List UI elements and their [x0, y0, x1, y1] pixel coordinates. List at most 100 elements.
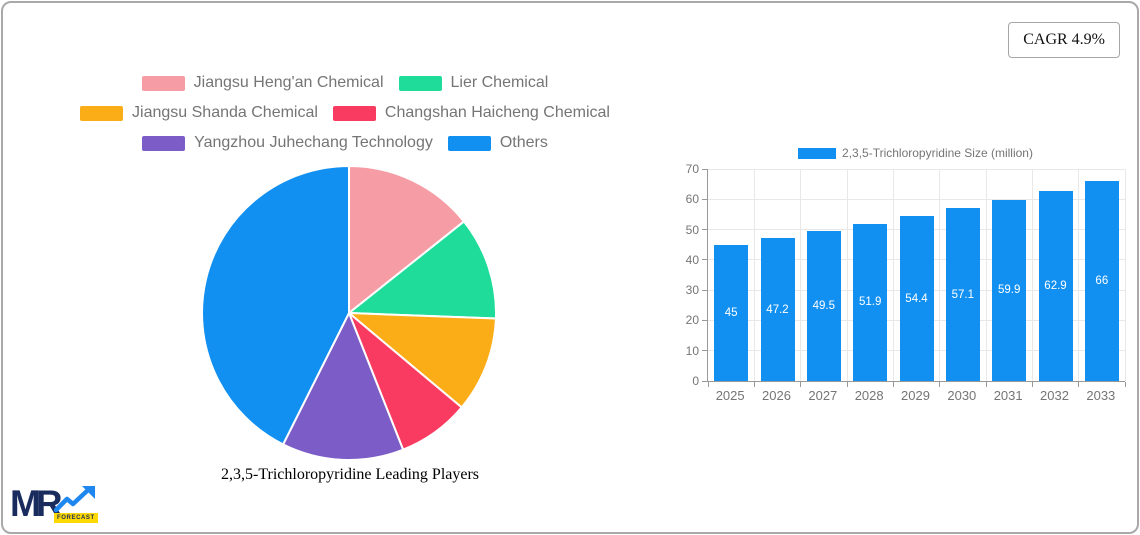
- pie-slice[interactable]: [348, 165, 466, 314]
- x-axis-tick: [1124, 382, 1126, 387]
- x-axis-tick-label: 2030: [947, 388, 977, 403]
- y-axis-tick-label: 70: [685, 162, 699, 176]
- v-gridline: [985, 169, 987, 381]
- bar-value-label: 62.9: [1044, 279, 1067, 292]
- pie-slice[interactable]: [201, 165, 350, 446]
- legend-swatch-icon: [80, 105, 124, 121]
- pie-legend-item[interactable]: Others: [447, 134, 548, 152]
- pie-legend-item[interactable]: Jiangsu Heng'an Chemical: [141, 74, 384, 92]
- bar[interactable]: 45: [714, 244, 749, 381]
- y-axis-tick: [702, 319, 707, 321]
- x-axis-tick: [1078, 382, 1080, 387]
- x-axis-tick: [753, 382, 755, 387]
- x-axis-tick-label: 2025: [715, 388, 745, 403]
- x-axis-tick-label: 2031: [993, 388, 1023, 403]
- v-gridline: [939, 169, 941, 381]
- pie-legend-label: Jiangsu Heng'an Chemical: [193, 74, 384, 91]
- y-axis-tick-label: 50: [685, 222, 699, 237]
- bar-value-label: 47.2: [766, 303, 789, 316]
- x-axis-tick-label: 2027: [808, 388, 838, 403]
- pie-chart: [200, 164, 498, 462]
- y-axis-tick-label: 10: [685, 343, 699, 358]
- bar-value-label: 66: [1095, 275, 1109, 288]
- x-axis-tick-label: 2026: [762, 388, 791, 403]
- pie-legend-label: Lier Chemical: [450, 74, 549, 91]
- legend-swatch-icon: [142, 135, 186, 151]
- bar-value-label: 59.9: [997, 284, 1021, 297]
- x-axis-tick: [985, 382, 987, 387]
- bar[interactable]: 47.2: [760, 238, 795, 381]
- y-axis-tick: [702, 350, 707, 352]
- x-axis-tick-label: 2028: [854, 388, 884, 403]
- x-axis-tick: [707, 382, 709, 387]
- y-axis-tick: [702, 259, 707, 261]
- pie-legend-label: Others: [499, 134, 548, 151]
- bar[interactable]: 51.9: [853, 223, 888, 381]
- pie-legend-item[interactable]: Lier Chemical: [398, 74, 549, 92]
- pie-chart-svg: [201, 165, 497, 461]
- y-axis-tick: [702, 168, 707, 170]
- y-axis-tick-label: 60: [685, 192, 699, 207]
- mrforecast-logo[interactable]: MR FORECAST: [10, 485, 100, 527]
- bar[interactable]: 66: [1084, 181, 1119, 381]
- y-axis-tick-label: 0: [692, 374, 699, 388]
- bar-value-label: 45: [724, 306, 738, 319]
- pie-legend-row: Jiangsu Heng'an Chemical Lier Chemical: [20, 74, 670, 92]
- y-axis-tick: [702, 380, 707, 382]
- bar[interactable]: 62.9: [1038, 190, 1073, 381]
- pie-legend-label: Changshan Haicheng Chemical: [384, 104, 610, 121]
- x-axis-tick: [846, 382, 848, 387]
- bar-value-label: 57.1: [951, 288, 975, 301]
- pie-legend-row: Yangzhou Juhechang Technology Others: [20, 134, 670, 152]
- bar[interactable]: 59.9: [992, 199, 1027, 381]
- pie-slice[interactable]: [282, 312, 405, 461]
- legend-swatch-icon: [398, 75, 442, 91]
- h-gridline: [708, 168, 1125, 170]
- bar[interactable]: 54.4: [899, 216, 934, 381]
- pie-legend-item[interactable]: Changshan Haicheng Chemical: [332, 104, 610, 122]
- trend-arrow-icon: [54, 486, 95, 513]
- bar-legend-label: 2,3,5-Trichloropyridine Size (million): [842, 146, 1033, 160]
- y-axis-tick-label: 40: [685, 252, 699, 267]
- bar[interactable]: 57.1: [945, 208, 980, 381]
- pie-legend-item[interactable]: Yangzhou Juhechang Technology: [142, 134, 433, 152]
- pie-slice[interactable]: [348, 312, 497, 409]
- v-gridline: [1078, 169, 1080, 381]
- bar-value-label: 54.4: [905, 292, 928, 305]
- logo-text: MR: [10, 483, 62, 524]
- y-axis-tick-label: 20: [685, 313, 699, 328]
- bar-plot-area: 45 47.2 49.5 51.9 54.4 57.1 59.9 62.9 66: [702, 168, 1126, 387]
- v-gridline: [753, 169, 755, 381]
- y-axis-tick: [702, 229, 707, 231]
- h-gridline: [708, 198, 1125, 200]
- v-gridline: [800, 169, 802, 381]
- x-axis-tick: [1031, 382, 1033, 387]
- x-axis-tick: [800, 382, 802, 387]
- pie-legend-label: Jiangsu Shanda Chemical: [132, 104, 318, 121]
- y-axis-labels: 0 10 20 30 40 50 60 70: [655, 162, 699, 388]
- x-axis-labels: 2025 2026 2027 2028 2029 2030 2031 2032 2033: [707, 388, 1124, 404]
- v-gridline: [892, 169, 894, 381]
- legend-swatch-icon: [141, 75, 185, 91]
- cagr-label: CAGR 4.9%: [1023, 31, 1105, 48]
- pie-chart-title: 2,3,5-Trichloropyridine Leading Players: [220, 466, 480, 483]
- pie-slice[interactable]: [348, 220, 497, 320]
- legend-swatch-icon: [332, 105, 376, 121]
- v-gridline: [1031, 169, 1033, 381]
- x-axis-tick-label: 2032: [1040, 388, 1069, 403]
- logo-subtext: FORECAST: [54, 513, 98, 523]
- pie-legend-item[interactable]: Jiangsu Shanda Chemical: [80, 104, 318, 122]
- x-axis-tick-label: 2033: [1086, 388, 1116, 403]
- v-gridline: [1124, 169, 1126, 381]
- bar[interactable]: 49.5: [806, 231, 841, 381]
- bar-chart-legend[interactable]: 2,3,5-Trichloropyridine Size (million): [707, 146, 1124, 160]
- bar-value-label: 49.5: [812, 300, 836, 313]
- pie-legend: Jiangsu Heng'an Chemical Lier Chemical Jia…: [20, 74, 670, 164]
- bar-legend-swatch: [798, 147, 837, 159]
- cagr-badge: CAGR 4.9%: [1008, 22, 1120, 58]
- legend-swatch-icon: [447, 135, 491, 151]
- x-axis-tick-label: 2029: [901, 388, 930, 403]
- bar-value-label: 51.9: [858, 296, 882, 309]
- pie-legend-label: Yangzhou Juhechang Technology: [194, 134, 433, 151]
